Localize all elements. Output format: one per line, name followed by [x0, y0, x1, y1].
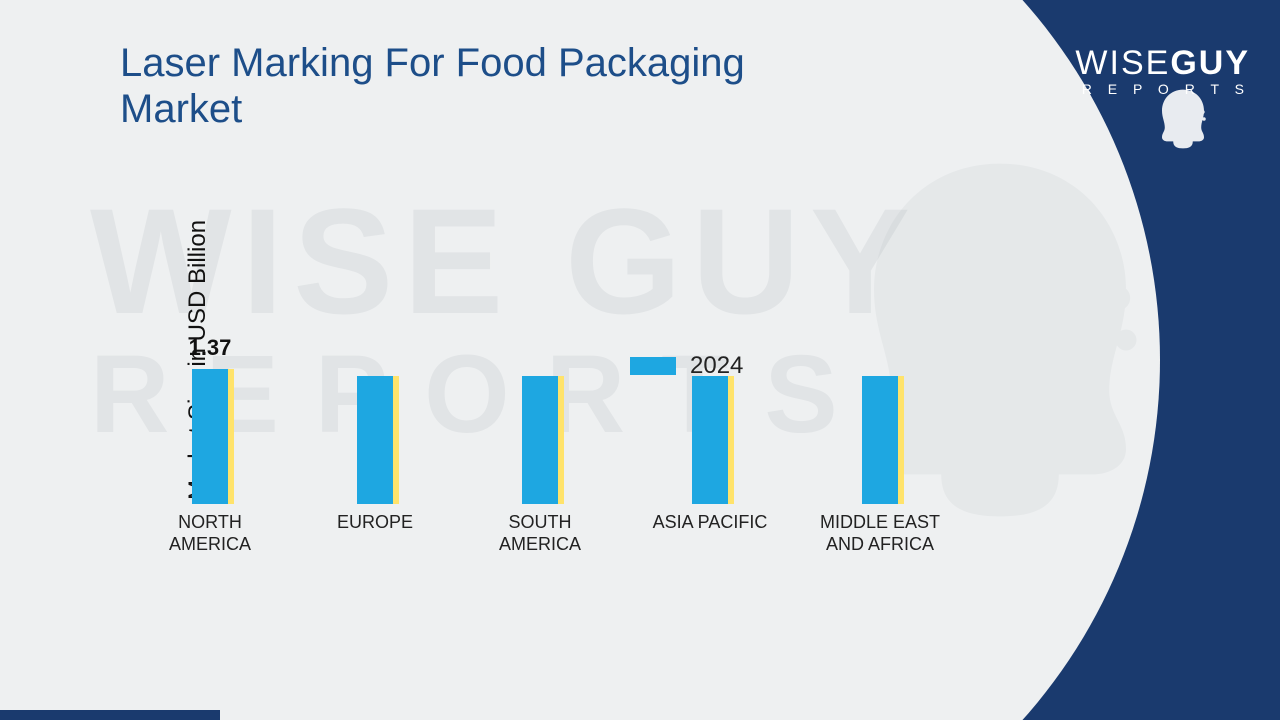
- brand-word-a: WISE: [1075, 44, 1170, 82]
- bar: [692, 376, 728, 504]
- bar-value: 1.37: [189, 335, 232, 361]
- stage: WISE GUY REPORTS Laser Marking For Food …: [0, 0, 1280, 720]
- bar: [522, 376, 558, 504]
- bar-category-label: NORTH AMERICA: [140, 512, 280, 555]
- bar-accent: [228, 369, 234, 504]
- brand-word-b: GUY: [1170, 44, 1250, 82]
- brand-name: WISEGUY: [1075, 44, 1250, 83]
- bar-category-label: EUROPE: [305, 512, 445, 534]
- footer-accent: [0, 710, 220, 720]
- brand-logo: WISEGUY R E P O R T S: [1075, 44, 1250, 97]
- bar-chart: 2024 1.37NORTH AMERICAEUROPESOUTH AMERIC…: [110, 160, 930, 600]
- bar-category-label: MIDDLE EAST AND AFRICA: [810, 512, 950, 555]
- bar-category-label: SOUTH AMERICA: [470, 512, 610, 555]
- bar: [192, 369, 228, 504]
- chart-title: Laser Marking For Food Packaging Market: [120, 40, 840, 132]
- bar-accent: [728, 376, 734, 504]
- legend-swatch: [630, 357, 676, 375]
- bar-category-label: ASIA PACIFIC: [640, 512, 780, 534]
- brand-head-icon: [1148, 84, 1218, 154]
- bar-accent: [558, 376, 564, 504]
- bar-accent: [898, 376, 904, 504]
- bar: [357, 376, 393, 504]
- bar-accent: [393, 376, 399, 504]
- bar: [862, 376, 898, 504]
